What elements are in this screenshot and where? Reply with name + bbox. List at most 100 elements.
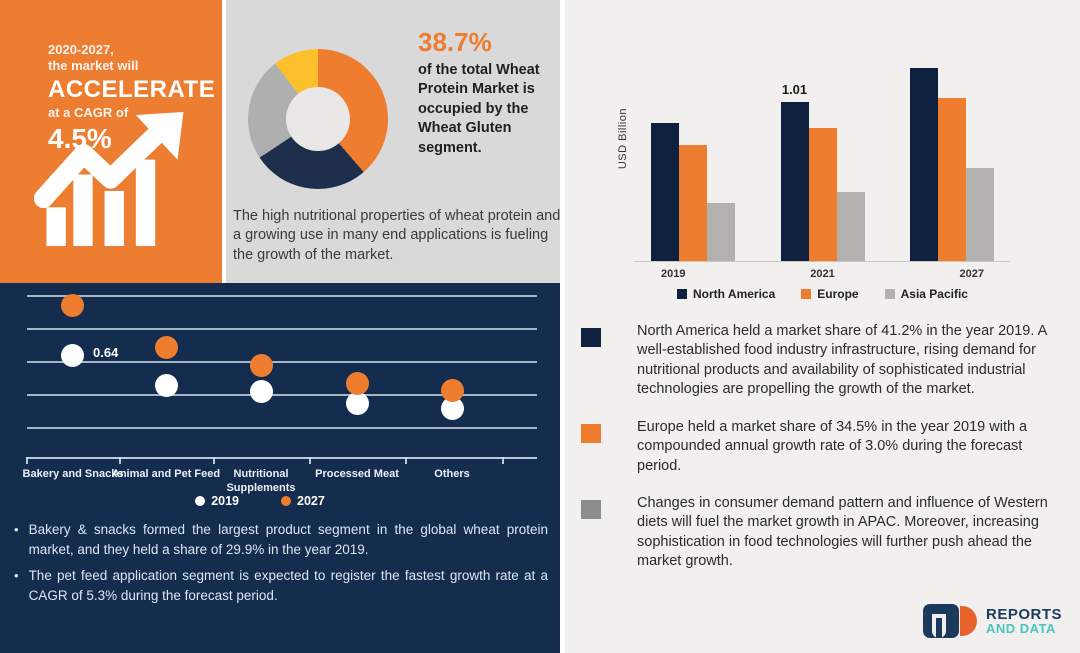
bullet-marker: • bbox=[14, 568, 19, 584]
donut-callout: 38.7% of the total Wheat Protein Market … bbox=[418, 28, 554, 158]
category-label-bakery: Bakery and Snacks bbox=[22, 468, 124, 480]
logo-wordmark: REPORTS AND DATA bbox=[985, 605, 1062, 637]
legend-item-asia-pacific: Asia Pacific bbox=[884, 287, 968, 301]
gridline bbox=[27, 295, 537, 297]
legend-item-2019: 2019 bbox=[195, 494, 239, 508]
regional-panel: USD Billion 1.01 2019 2021 2027 North Am… bbox=[565, 0, 1080, 653]
legend-swatch-north-america bbox=[677, 289, 688, 299]
wheat-gluten-share-value: 38.7% bbox=[418, 27, 492, 57]
dot-2027-1 bbox=[154, 335, 178, 359]
legend-label-asia-pacific: Asia Pacific bbox=[900, 287, 968, 301]
accelerate-text: ACCELERATE bbox=[48, 75, 216, 103]
reports-and-data-logo: REPORTS AND DATA bbox=[922, 604, 1062, 638]
gridline bbox=[27, 361, 537, 363]
bullet-marker: • bbox=[14, 522, 19, 537]
dot-2027-4 bbox=[440, 378, 464, 402]
bar-plot-area: 1.01 bbox=[635, 60, 1010, 262]
dot-2027-0 bbox=[60, 294, 84, 318]
europe-bullet-text: Europe held a market share of 34.5% in t… bbox=[637, 418, 1028, 474]
period-text: 2020-2027, bbox=[48, 42, 114, 57]
segment-panel: 0.64 Bakery and Snacks Animal and Pet Fe… bbox=[0, 283, 560, 653]
bar bbox=[910, 68, 938, 261]
category-label-pet-feed: Animal and Pet Feed bbox=[111, 468, 221, 480]
dot-plot-legend: 2019 2027 bbox=[0, 494, 520, 508]
bakery-bullet-text: Bakery & snacks formed the largest produ… bbox=[28, 522, 548, 557]
axis-tick bbox=[405, 457, 407, 464]
legend-label-north-america: North America bbox=[693, 287, 776, 301]
axis-tick bbox=[26, 457, 28, 464]
gridline bbox=[27, 328, 537, 330]
list-item: • Bakery & snacks formed the largest pro… bbox=[14, 520, 548, 559]
cagr-highlight-block: 2020-2027, the market will ACCELERATE at… bbox=[0, 0, 222, 283]
legend-swatch-2019 bbox=[195, 496, 206, 506]
segment-dot-plot: 0.64 Bakery and Snacks Animal and Pet Fe… bbox=[0, 283, 560, 518]
legend-item-2027: 2027 bbox=[281, 494, 325, 508]
axis-tick bbox=[213, 457, 215, 464]
wheat-gluten-share-text: of the total Wheat Protein Market is occ… bbox=[418, 61, 540, 156]
donut-panel: 38.7% of the total Wheat Protein Market … bbox=[226, 0, 560, 283]
list-item: • The pet feed application segment is ex… bbox=[14, 566, 548, 605]
donut-chart bbox=[248, 49, 388, 189]
bar-group bbox=[651, 123, 735, 261]
bar bbox=[707, 203, 735, 261]
europe-bullet-marker bbox=[581, 423, 601, 443]
bakery-2019-value-label: 0.64 bbox=[93, 345, 119, 360]
dot-2019-0 bbox=[60, 343, 84, 367]
bar bbox=[808, 128, 837, 261]
list-item: Changes in consumer demand pattern and i… bbox=[581, 494, 1067, 572]
segment-bullet-list: • Bakery & snacks formed the largest pro… bbox=[14, 520, 548, 612]
axis-tick bbox=[309, 457, 311, 464]
legend-label-2027: 2027 bbox=[297, 494, 325, 508]
gridline bbox=[27, 394, 537, 396]
growth-arrow-icon bbox=[34, 112, 184, 246]
category-label-others: Others bbox=[434, 468, 470, 480]
legend-swatch-europe bbox=[801, 289, 812, 299]
list-item: Europe held a market share of 34.5% in t… bbox=[581, 418, 1067, 476]
dot-2019-3 bbox=[345, 391, 369, 415]
dot-2027-3 bbox=[345, 371, 369, 395]
logo-reports-text: REPORTS bbox=[985, 605, 1062, 623]
dot-2027-2 bbox=[249, 353, 273, 377]
rd-logo-icon bbox=[922, 604, 979, 638]
legend-swatch-asia-pacific bbox=[884, 289, 895, 299]
north-america-bullet-text: North America held a market share of 41.… bbox=[637, 323, 1047, 398]
regional-bullet-list: North America held a market share of 41.… bbox=[581, 322, 1067, 590]
gridline bbox=[27, 427, 537, 429]
x-tick-2019: 2019 bbox=[661, 268, 686, 280]
bar bbox=[938, 98, 966, 261]
category-label-processed-meat: Processed Meat bbox=[315, 468, 399, 480]
x-tick-2027: 2027 bbox=[959, 268, 984, 280]
market-will-text: the market will bbox=[48, 58, 139, 74]
at-cagr-text: at a CAGR of bbox=[48, 104, 129, 120]
legend-label-europe: Europe bbox=[817, 287, 859, 301]
axis-tick bbox=[119, 457, 121, 464]
legend-item-europe: Europe bbox=[801, 287, 859, 301]
category-label-nutritional: Nutritional Supplements bbox=[226, 468, 296, 495]
north-america-bullet-marker bbox=[581, 328, 601, 347]
market-growth-paragraph: The high nutritional properties of wheat… bbox=[233, 208, 561, 263]
legend-label-2019: 2019 bbox=[211, 494, 239, 508]
bar: 1.01 bbox=[780, 82, 809, 261]
bar bbox=[651, 123, 679, 261]
bar-group bbox=[910, 68, 994, 261]
logo-and-data-text: AND DATA bbox=[985, 621, 1056, 637]
regional-bar-chart: USD Billion 1.01 2019 2021 2027 North Am… bbox=[565, 0, 1080, 305]
apac-bullet-text: Changes in consumer demand pattern and i… bbox=[637, 494, 1048, 570]
bar bbox=[836, 192, 865, 261]
bar-chart-legend: North America Europe Asia Pacific bbox=[565, 287, 1080, 301]
bar-data-label: 1.01 bbox=[781, 82, 808, 97]
x-tick-2021: 2021 bbox=[810, 268, 835, 280]
dot-2019-4 bbox=[440, 396, 464, 420]
dot-2019-2 bbox=[249, 380, 273, 404]
bar-group: 1.01 bbox=[780, 82, 865, 261]
bar bbox=[966, 168, 994, 261]
pet-feed-bullet-text: The pet feed application segment is expe… bbox=[28, 568, 548, 603]
axis-tick bbox=[502, 457, 504, 464]
dot-2019-1 bbox=[154, 373, 178, 397]
bar bbox=[679, 145, 707, 261]
legend-swatch-2027 bbox=[281, 496, 291, 506]
y-axis-label: USD Billion bbox=[617, 108, 629, 170]
x-axis-line bbox=[27, 457, 537, 459]
legend-item-north-america: North America bbox=[677, 287, 775, 301]
